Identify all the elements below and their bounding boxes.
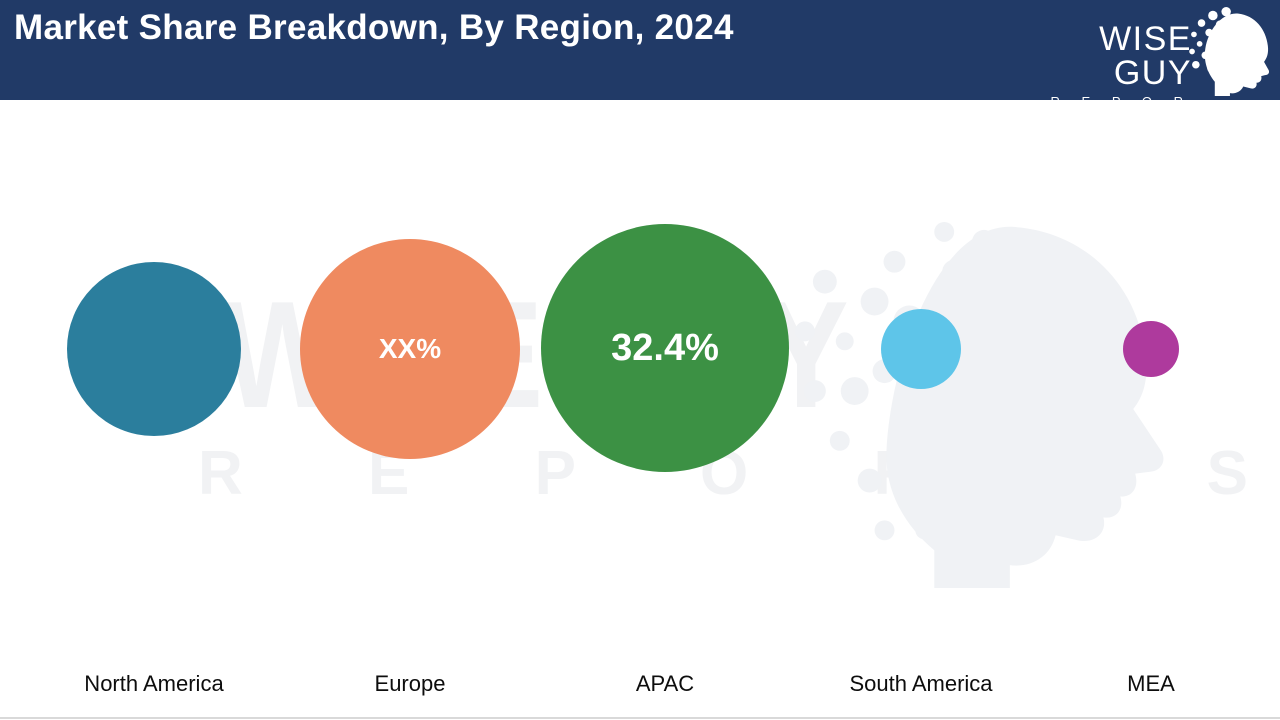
brand-logo: WISE GUY R E P O R T S	[1022, 2, 1272, 121]
head-profile-logo-icon	[1189, 6, 1270, 96]
brand-name: WISE GUY	[1099, 20, 1192, 92]
bubble-north-america	[67, 262, 241, 436]
header-bar: Market Share Breakdown, By Region, 2024 …	[0, 0, 1280, 121]
category-label-mea: MEA	[1127, 671, 1175, 696]
page-title: Market Share Breakdown, By Region, 2024	[14, 8, 734, 47]
category-label-apac: APAC	[635, 671, 695, 696]
bubble-value-label-europe: XX%	[378, 333, 442, 364]
brand-subtitle: R E P O R T S	[1050, 94, 1192, 122]
bubble-europe: XX%	[300, 239, 520, 459]
category-label-south-america: South America	[849, 671, 993, 696]
category-label-europe: Europe	[374, 671, 446, 696]
bubble-apac: 32.4%	[541, 224, 789, 472]
bubble-mea	[1123, 321, 1179, 377]
watermark-head-profile-graphic	[795, 221, 1164, 589]
bottom-divider-line	[0, 717, 1280, 719]
bubble-south-america	[881, 309, 961, 389]
brand-logo-text: WISE GUY R E P O R T S	[1022, 22, 1192, 121]
bubble-value-label-apac: 32.4%	[611, 326, 719, 369]
category-label-north-america: North America	[84, 671, 224, 696]
